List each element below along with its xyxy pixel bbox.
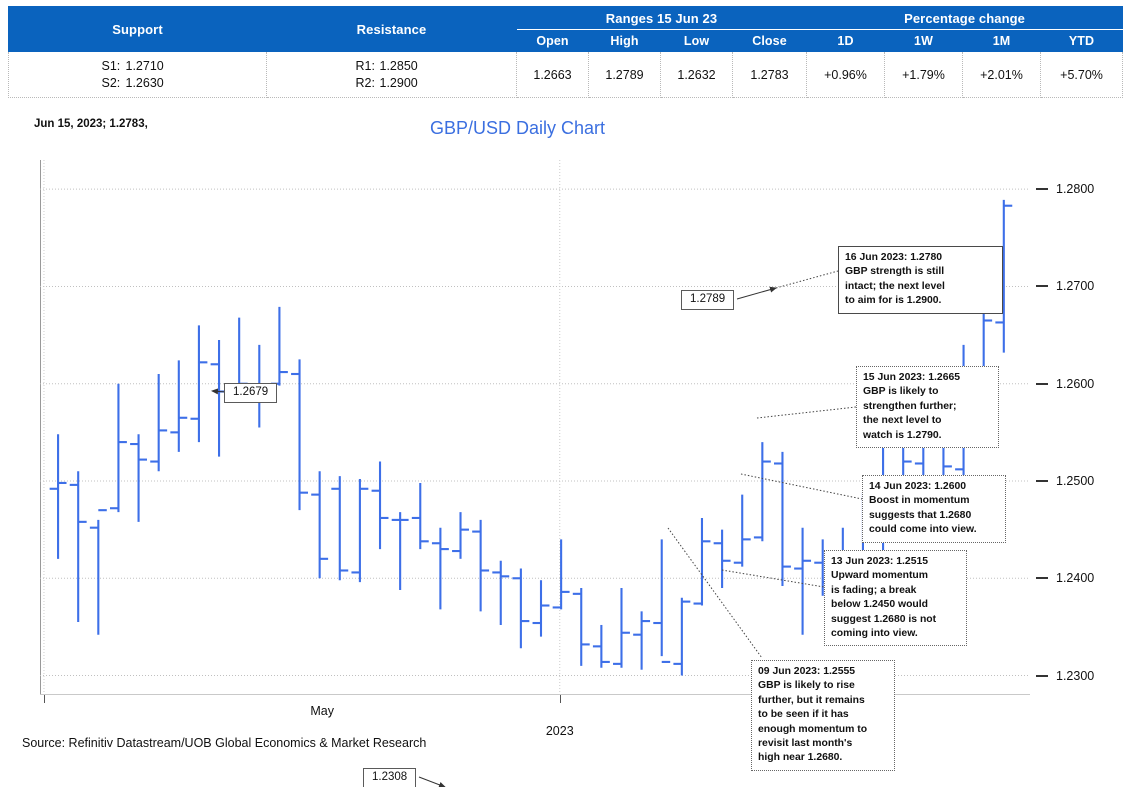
cell-support-levels: S1: 1.2710 S2: 1.2630 [8,51,267,98]
col-header-high: High [588,29,661,52]
col-group-ranges: Ranges 15 Jun 23 [516,5,807,31]
y-axis-tick [1036,577,1048,580]
cell-change-1m: +2.01% [962,51,1041,98]
cell-open: 1.2663 [516,51,589,98]
col-group-percentage-change: Percentage change [805,5,1124,31]
y-axis-label: 1.2300 [1056,668,1095,683]
col-header-ytd: YTD [1039,29,1124,52]
x-axis-tick [559,695,561,703]
y-axis-tick [1036,285,1048,288]
y-axis-tick [1036,674,1048,677]
note-13jun: 13 Jun 2023: 1.2515 Upward momentum is f… [824,550,967,647]
cell-change-1d: +0.96% [806,51,885,98]
y-axis-tick [1036,382,1048,385]
cell-close: 1.2783 [732,51,807,98]
table-data-row: S1: 1.2710 S2: 1.2630 R1: 1.2850 R2: 1.2900 … [8,51,1124,98]
resistance-level-1: R1: 1.2850 [355,58,418,73]
x-axis-year-label: 2023 [545,724,574,738]
support-level-2: S2: 1.2630 [101,75,164,90]
y-axis-label: 1.2800 [1056,182,1095,197]
y-axis-label: 1.2600 [1056,376,1095,391]
note-16jun: 16 Jun 2023: 1.2780 GBP strength is stil… [838,246,1003,314]
source-attribution: Source: Refinitiv Datastream/UOB Global … [22,736,427,750]
col-header-1m: 1M [962,29,1041,52]
y-axis-label: 1.2700 [1056,279,1095,294]
col-header-support: Support [8,6,267,52]
col-header-low: Low [660,29,733,52]
cell-low: 1.2632 [660,51,733,98]
chart-container: Jun 15, 2023; 1.2783, GBP/USD Daily Char… [0,100,1130,787]
resistance-level-2: R2: 1.2900 [355,75,418,90]
note-09jun: 09 Jun 2023: 1.2555 GBP is likely to ris… [751,660,895,771]
note-14jun: 14 Jun 2023: 1.2600 Boost in momentum su… [862,475,1006,543]
chart-meta-line: Jun 15, 2023; 1.2783, [34,118,148,130]
cell-change-ytd: +5.70% [1039,51,1124,98]
col-header-open: Open [516,29,589,52]
price-callout-label: 1.2308 [363,768,417,787]
x-axis-label: May [310,704,334,718]
cell-change-1w: +1.79% [884,51,963,98]
y-axis-label: 1.2500 [1056,474,1095,488]
col-header-close: Close [732,29,807,52]
y-axis-tick [1036,480,1048,482]
note-15jun: 15 Jun 2023: 1.2665 GBP is likely to str… [856,366,999,449]
price-callout-label: 1.2679 [224,383,278,403]
cell-high: 1.2789 [588,51,661,98]
chart-title: GBP/USD Daily Chart [430,118,606,138]
price-callout-label: 1.2789 [681,290,735,310]
col-header-1d: 1D [806,29,885,52]
x-axis-tick [43,695,45,703]
y-axis-label: 1.2400 [1056,571,1095,586]
support-level-1: S1: 1.2710 [101,58,164,73]
y-axis-tick [1036,188,1048,191]
table-header-row-2: Open High Low Close 1D 1W 1M YTD [9,29,1124,52]
table-header-row-1: Support Resistance Ranges 15 Jun 23 Perc… [8,5,1124,52]
market-summary-table: Support Resistance Ranges 15 Jun 23 Perc… [8,5,1124,98]
col-header-resistance: Resistance [266,6,517,52]
col-header-1w: 1W [884,29,963,52]
cell-resistance-levels: R1: 1.2850 R2: 1.2900 [266,51,517,98]
